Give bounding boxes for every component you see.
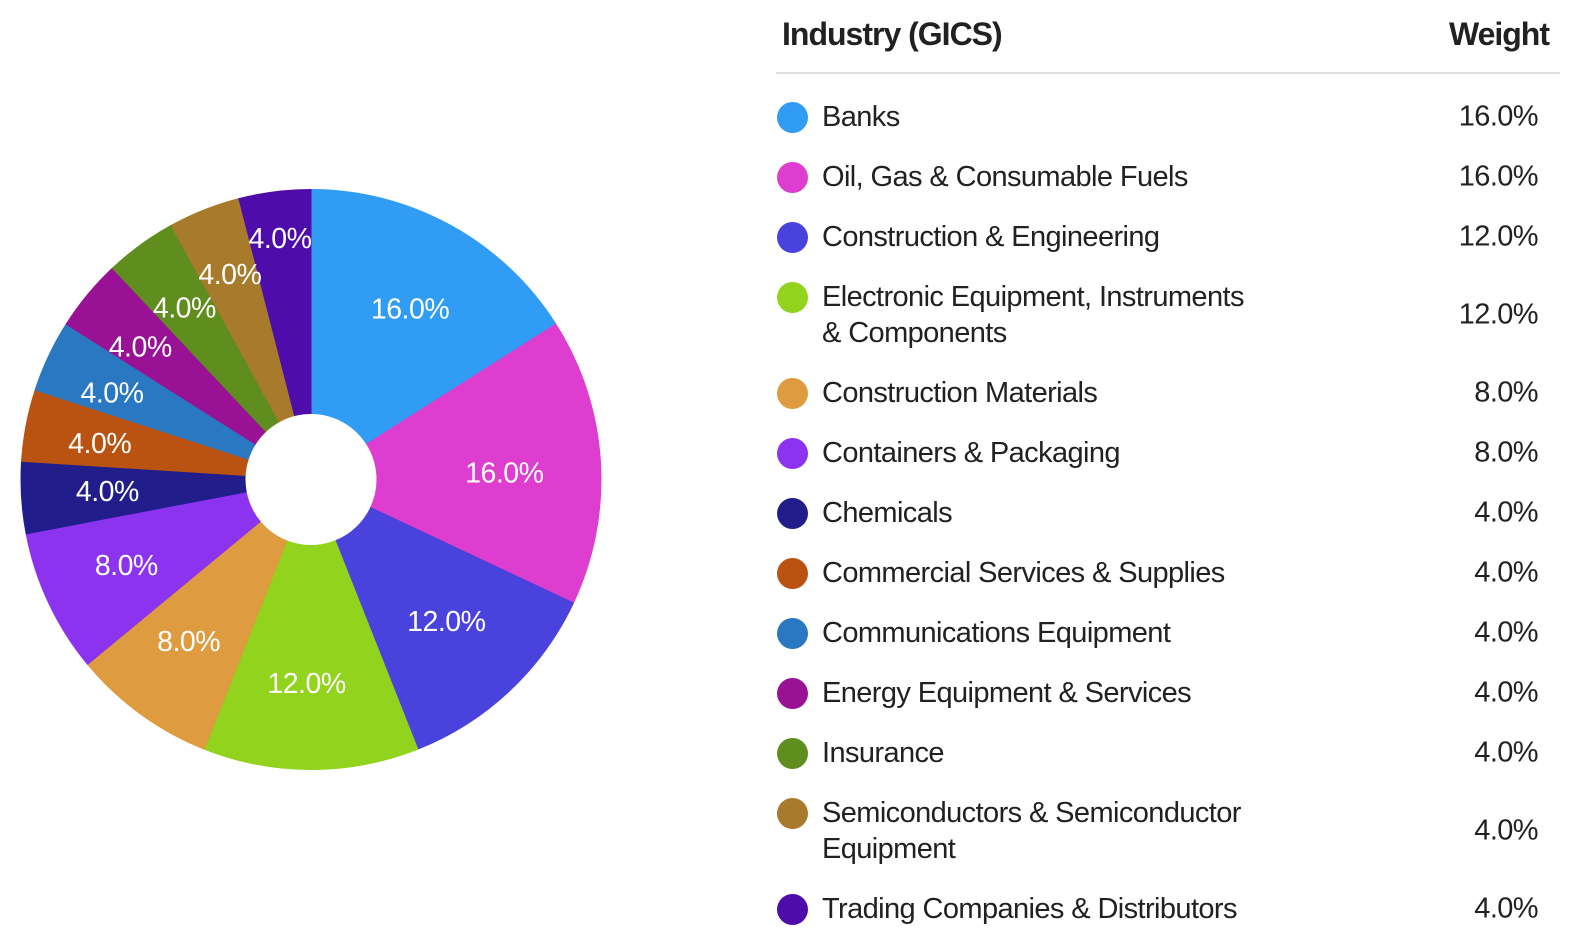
svg-text:16.0%: 16.0% xyxy=(465,458,543,490)
svg-text:8.0%: 8.0% xyxy=(95,550,158,582)
svg-text:12.0%: 12.0% xyxy=(267,668,345,700)
svg-text:4.0%: 4.0% xyxy=(68,428,131,460)
svg-text:4.0%: 4.0% xyxy=(76,476,139,508)
svg-text:16.0%: 16.0% xyxy=(371,294,449,326)
svg-text:12.0%: 12.0% xyxy=(407,606,485,638)
svg-text:4.0%: 4.0% xyxy=(153,293,216,325)
svg-text:4.0%: 4.0% xyxy=(249,223,312,255)
svg-text:4.0%: 4.0% xyxy=(81,378,144,410)
svg-text:8.0%: 8.0% xyxy=(157,626,220,658)
svg-text:4.0%: 4.0% xyxy=(109,331,172,363)
svg-text:4.0%: 4.0% xyxy=(198,259,261,291)
